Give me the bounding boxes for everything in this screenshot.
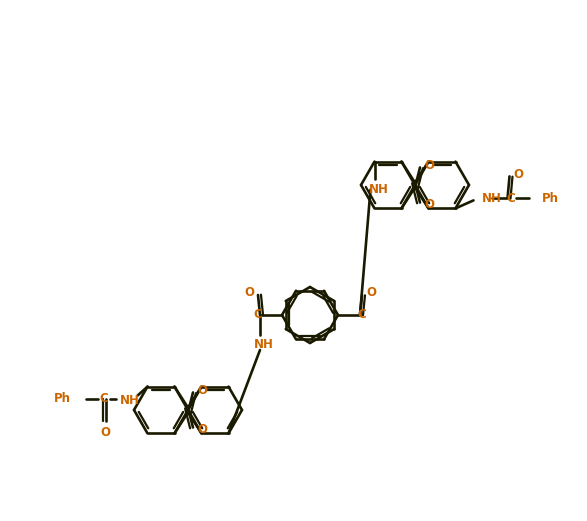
Text: O: O: [244, 287, 254, 300]
Text: O: O: [366, 287, 376, 300]
Text: C: C: [99, 392, 108, 405]
Text: NH: NH: [254, 339, 274, 352]
Text: O: O: [100, 426, 110, 439]
Text: C: C: [254, 308, 262, 321]
Text: Ph: Ph: [53, 392, 70, 405]
Text: C: C: [357, 308, 366, 321]
Text: NH: NH: [120, 394, 140, 407]
Text: NH: NH: [481, 192, 501, 205]
Text: NH: NH: [369, 183, 389, 196]
Text: O: O: [424, 159, 434, 172]
Text: O: O: [197, 423, 207, 436]
Text: O: O: [514, 168, 524, 181]
Text: O: O: [197, 384, 207, 397]
Text: Ph: Ph: [541, 192, 558, 205]
Text: O: O: [424, 198, 434, 211]
Text: C: C: [506, 192, 515, 205]
